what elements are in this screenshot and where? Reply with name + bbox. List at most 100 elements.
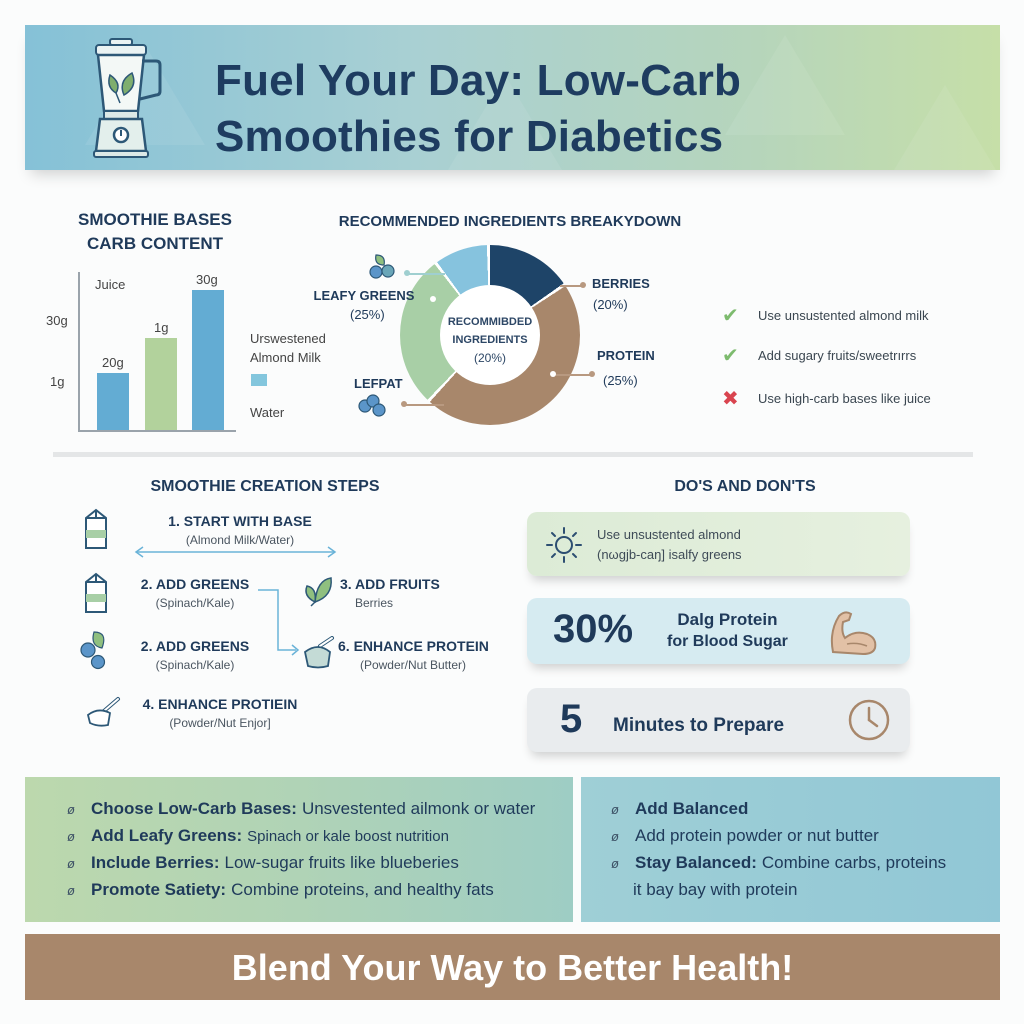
step-heading: 4. ENHANCE PROTIEIN bbox=[142, 696, 298, 712]
blender-icon bbox=[93, 38, 162, 158]
center-line-1: RECOMMIBDED bbox=[447, 316, 533, 328]
step-4: 2. ADD GREENS (Spinach/Kale) bbox=[130, 638, 260, 672]
tip-card-almond: Use unsustented almond (nωgjb-caŋ] isalf… bbox=[527, 512, 910, 576]
tip-item: ø Add Leafy Greens: Spinach or kale boos… bbox=[67, 826, 449, 846]
stat-number: 30% bbox=[553, 607, 634, 651]
tips-panel-left: ø Choose Low-Carb Bases: Unsvestented ai… bbox=[25, 777, 573, 922]
stat-card-protein: 30% Dalg Protein for Blood Sugar bbox=[527, 598, 910, 664]
leader-dot bbox=[401, 401, 407, 407]
step-heading: 2. ADD GREENS bbox=[140, 576, 250, 592]
tip-text: Add protein powder or nut butter bbox=[635, 826, 879, 845]
title-line-2: Smoothies for Diabetics bbox=[215, 112, 724, 161]
donut-label-lefpat: LEFPAT bbox=[354, 376, 403, 391]
bar-1 bbox=[97, 373, 129, 430]
page-title: Fuel Your Day: Low-Carb Smoothies for Di… bbox=[215, 53, 915, 165]
bar-3 bbox=[192, 290, 224, 430]
stat-label-line-2: for Blood Sugar bbox=[667, 633, 788, 650]
donut-pct-protein: (25%) bbox=[603, 373, 638, 388]
scoop-icon bbox=[304, 636, 334, 669]
step-subtext: (Spinach/Kale) bbox=[155, 658, 235, 672]
cross-icon: ✖ bbox=[722, 388, 739, 410]
bar-2 bbox=[145, 338, 177, 430]
card1-line-2: (nωgjb-caŋ] isalfy greens bbox=[597, 547, 742, 562]
step-heading: 3. ADD FRUITS bbox=[340, 576, 440, 592]
center-line-2: INGREDIENTS bbox=[452, 334, 528, 346]
leader-line bbox=[553, 374, 593, 376]
berries-leaf-icon bbox=[369, 254, 395, 279]
bar-title-line-1: SMOOTHIE BASES bbox=[78, 210, 232, 229]
flexed-arm-icon bbox=[830, 611, 877, 656]
double-arrow-connector bbox=[134, 546, 337, 558]
donut-pct-berries: (20%) bbox=[593, 297, 628, 312]
stat-label: Minutes to Prepare bbox=[613, 715, 785, 736]
y-axis bbox=[78, 272, 80, 430]
donut-chart-title: RECOMMENDED INGREDIENTS BREAKYDOWN bbox=[338, 213, 682, 230]
sun-icon bbox=[546, 527, 582, 563]
card1-text: Use unsustented almond (nωgjb-caŋ] isalf… bbox=[597, 525, 742, 565]
step-5: 6. ENHANCE PROTEIN (Powder/Nut Butter) bbox=[338, 638, 489, 672]
center-line-3: (20%) bbox=[473, 351, 506, 365]
legend-swatch bbox=[251, 374, 267, 386]
tip-item-continuation: it bay bay with protein bbox=[633, 880, 797, 900]
berries-icon bbox=[80, 631, 106, 670]
tip-bold: Add Balanced bbox=[635, 799, 749, 818]
leader-dot bbox=[580, 282, 586, 288]
section-divider bbox=[53, 452, 973, 457]
tip-bold: Stay Balanced: bbox=[635, 853, 757, 872]
legend-label: Almond Milk bbox=[250, 350, 321, 365]
steps-title: SMOOTHIE CREATION STEPS bbox=[150, 478, 380, 495]
bar-chart-title: SMOOTHIE BASES CARB CONTENT bbox=[40, 208, 270, 256]
leader-dot bbox=[589, 371, 595, 377]
tip-text: Unsvestented ailmonk or water bbox=[301, 799, 536, 818]
scoop-icon bbox=[86, 697, 120, 727]
milk-carton-icon bbox=[85, 508, 107, 549]
step-subtext: (Powder/Nut Enjor] bbox=[169, 716, 271, 730]
leaf-icon bbox=[305, 577, 332, 607]
leader-dot bbox=[430, 296, 436, 302]
y-tick: 1g bbox=[50, 374, 65, 389]
donut-pct-leafy-greens: (25%) bbox=[350, 307, 385, 322]
step-subtext: (Powder/Nut Butter) bbox=[359, 658, 467, 672]
leaf-bullet-icon: ø bbox=[611, 855, 619, 871]
donut-label-leafy-greens: LEAFY GREENS bbox=[313, 288, 415, 303]
step-3: 3. ADD FRUITS Berries bbox=[340, 576, 470, 610]
dos-donts-title: DO'S AND DON'TS bbox=[674, 478, 816, 495]
leader-dot bbox=[404, 270, 410, 276]
tip-item: ø Stay Balanced: Combine carbs, proteins bbox=[611, 853, 946, 873]
tip-item: ø Add protein powder or nut butter bbox=[611, 826, 879, 846]
milk-carton-icon bbox=[85, 572, 107, 613]
leader-dot bbox=[550, 371, 556, 377]
leaf-bullet-icon: ø bbox=[67, 855, 75, 871]
clock-icon bbox=[848, 699, 890, 741]
step-subtext: (Spinach/Kale) bbox=[155, 596, 235, 610]
step-subtext: (Almond Milk/Water) bbox=[185, 533, 295, 547]
tips-panel-right: ø Add Balanced ø Add protein powder or n… bbox=[581, 777, 1000, 922]
step-1: 1. START WITH BASE (Almond Milk/Water) bbox=[140, 513, 340, 547]
tip-bold: Add Leafy Greens: bbox=[91, 826, 243, 845]
checklist-item: ✔ Add sugary fruits/sweetrırrs bbox=[722, 343, 916, 368]
footer-slogan: Blend Your Way to Better Health! bbox=[231, 947, 794, 988]
leaf-bullet-icon: ø bbox=[611, 801, 619, 817]
checklist-text: Use unsustented almond milk bbox=[758, 308, 929, 323]
tip-text: it bay bay with protein bbox=[633, 880, 798, 899]
inline-label-juice: Juice bbox=[95, 277, 126, 292]
header-banner: Fuel Your Day: Low-Carb Smoothies for Di… bbox=[25, 25, 1000, 170]
tip-item: ø Choose Low-Carb Bases: Unsvestented ai… bbox=[67, 799, 535, 819]
tip-bold: Choose Low-Carb Bases: bbox=[91, 799, 297, 818]
leaf-bullet-icon: ø bbox=[67, 882, 75, 898]
tip-text: Low-sugar fruits like blueberies bbox=[224, 853, 459, 872]
bar-3-value: 30g bbox=[196, 272, 218, 287]
checklist-item: ✖ Use high-carb bases like juice bbox=[722, 386, 931, 411]
tip-item: ø Include Berries: Low-sugar fruits like… bbox=[67, 853, 459, 873]
leader-line bbox=[407, 273, 445, 275]
step-subtext: Berries bbox=[355, 596, 394, 610]
elbow-arrow-connector bbox=[258, 589, 300, 656]
leader-line bbox=[560, 285, 584, 287]
blueberries-icon bbox=[358, 394, 386, 417]
donut-center-label: RECOMMIBDED INGREDIENTS (20%) bbox=[435, 313, 545, 367]
footer-banner bbox=[25, 934, 1000, 1000]
x-axis bbox=[78, 430, 236, 432]
leaf-bullet-icon: ø bbox=[611, 828, 619, 844]
tip-text: Spinach or kale boost nutrition bbox=[247, 827, 449, 845]
leaf-bullet-icon: ø bbox=[67, 801, 75, 817]
